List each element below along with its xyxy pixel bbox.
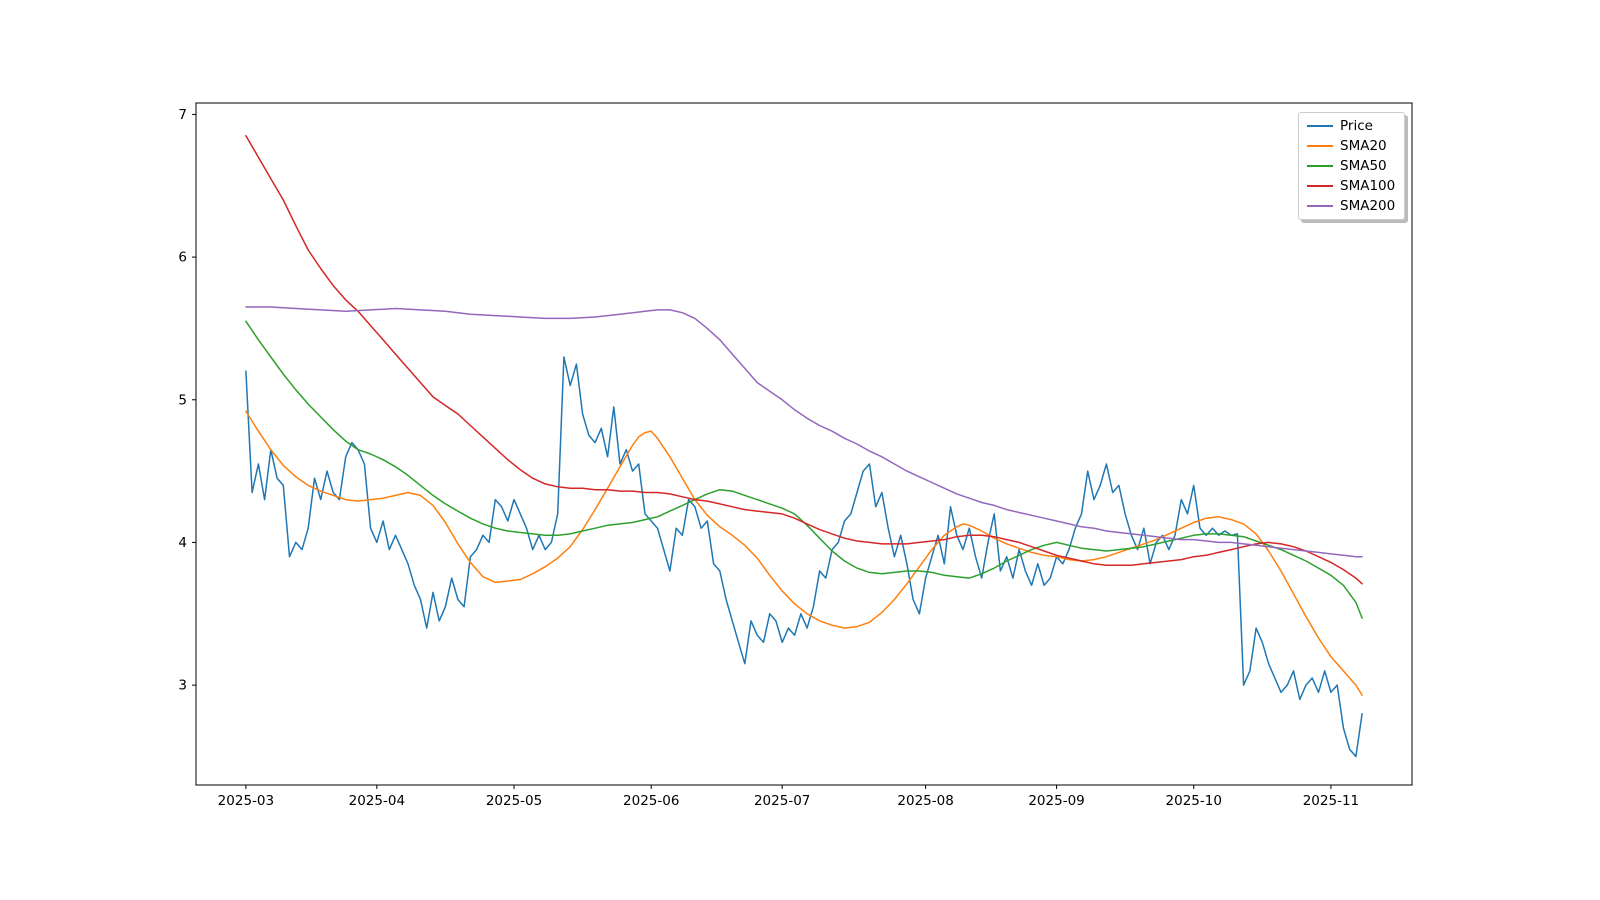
legend-label: SMA200 [1340, 198, 1396, 214]
legend-line-swatch [1307, 205, 1333, 207]
x-axis-tick-label: 2025-04 [349, 793, 405, 809]
series-line-sma20 [245, 410, 1363, 696]
legend-line-swatch [1307, 145, 1333, 147]
legend-entry-sma100: SMA100 [1307, 178, 1395, 194]
legend-entry-sma50: SMA50 [1307, 158, 1395, 174]
legend-entry-sma200: SMA200 [1307, 198, 1395, 214]
legend-line-swatch [1307, 165, 1333, 167]
x-axis-tick-label: 2025-10 [1166, 793, 1222, 809]
x-axis-tick-label: 2025-06 [623, 793, 679, 809]
x-axis-tick-label: 2025-03 [218, 793, 274, 809]
y-axis-tick-label: 6 [178, 250, 187, 266]
y-axis-tick-label: 7 [178, 107, 187, 123]
legend-label: Price [1340, 118, 1373, 134]
x-axis-tick-label: 2025-11 [1303, 793, 1359, 809]
legend-line-swatch [1307, 125, 1333, 127]
legend-label: SMA20 [1340, 138, 1387, 154]
legend-entry-sma20: SMA20 [1307, 138, 1395, 154]
legend-entry-price: Price [1307, 118, 1395, 134]
x-axis-tick-label: 2025-07 [754, 793, 810, 809]
legend-label: SMA100 [1340, 178, 1396, 194]
legend-label: SMA50 [1340, 158, 1387, 174]
y-axis-tick-label: 4 [178, 535, 187, 551]
series-line-sma50 [245, 320, 1363, 619]
y-axis-tick-label: 5 [178, 392, 187, 408]
x-axis-tick-label: 2025-09 [1028, 793, 1084, 809]
x-axis-tick-label: 2025-05 [486, 793, 542, 809]
series-line-sma200 [245, 306, 1363, 558]
y-axis-tick-label: 3 [178, 678, 187, 694]
series-line-sma100 [245, 135, 1363, 585]
legend: Price SMA20 SMA50 SMA100 SMA200 [1298, 112, 1406, 220]
plot-area-spines [195, 102, 1413, 786]
x-axis-tick-label: 2025-08 [897, 793, 953, 809]
legend-line-swatch [1307, 185, 1333, 187]
series-line-price [245, 356, 1363, 758]
